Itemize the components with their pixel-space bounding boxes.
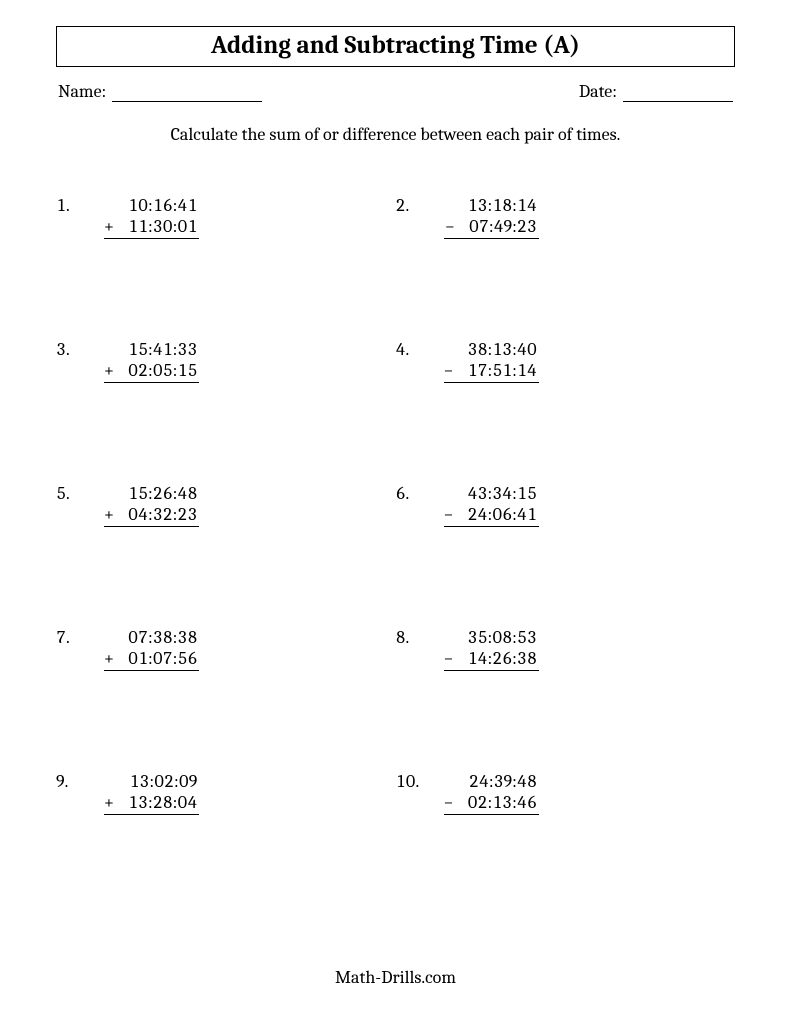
- footer-text: Math-Drills.com: [0, 967, 791, 988]
- problem-number: 3.: [56, 339, 104, 360]
- problem-number: 5.: [56, 483, 104, 504]
- worksheet-page: Adding and Subtracting Time (A) Name: Da…: [0, 0, 791, 1024]
- problem: 10. 24:39:48 −02:13:46: [396, 771, 736, 815]
- operand-b: 01:07:56: [128, 648, 197, 669]
- problem: 5. 15:26:48 +04:32:23: [56, 483, 396, 527]
- operator: −: [445, 216, 469, 237]
- operand-a: 13:18:14: [444, 195, 539, 216]
- operand-b: 13:28:04: [128, 792, 197, 813]
- date-blank-line: [623, 82, 733, 102]
- problem: 3. 15:41:33 +02:05:15: [56, 339, 396, 383]
- operator: −: [444, 648, 468, 669]
- problem-number: 1.: [56, 195, 104, 216]
- operand-a: 07:38:38: [104, 627, 199, 648]
- problem: 1. 10:16:41 +11:30:01: [56, 195, 396, 239]
- operand-b-row: +04:32:23: [104, 504, 199, 527]
- operator: −: [444, 360, 468, 381]
- problem: 7. 07:38:38 +01:07:56: [56, 627, 396, 671]
- problem-number: 7.: [56, 627, 104, 648]
- problem-stack: 38:13:40 −17:51:14: [444, 339, 539, 383]
- problem-stack: 15:26:48 +04:32:23: [104, 483, 199, 527]
- problem-stack: 07:38:38 +01:07:56: [104, 627, 199, 671]
- name-blank-line: [112, 82, 262, 102]
- operand-b-row: +11:30:01: [104, 216, 199, 239]
- problem: 9. 13:02:09 +13:28:04: [56, 771, 396, 815]
- operand-b: 24:06:41: [468, 504, 537, 525]
- problem-stack: 10:16:41 +11:30:01: [104, 195, 199, 239]
- operand-a: 10:16:41: [104, 195, 199, 216]
- operator: +: [104, 504, 128, 525]
- instructions-text: Calculate the sum of or difference betwe…: [56, 124, 735, 145]
- problem: 4. 38:13:40 −17:51:14: [396, 339, 736, 383]
- problem: 2. 13:18:14 −07:49:23: [396, 195, 736, 239]
- problems-grid: 1. 10:16:41 +11:30:01 2. 13:18:14 −07:49…: [56, 195, 735, 815]
- operand-a: 43:34:15: [444, 483, 539, 504]
- problem-number: 4.: [396, 339, 444, 360]
- problem-stack: 13:02:09 +13:28:04: [104, 771, 199, 815]
- operator: −: [444, 792, 468, 813]
- operand-b: 02:05:15: [128, 360, 197, 381]
- operand-b-row: +01:07:56: [104, 648, 199, 671]
- operand-a: 13:02:09: [104, 771, 199, 792]
- operand-b-row: −07:49:23: [444, 216, 539, 239]
- problem-stack: 43:34:15 −24:06:41: [444, 483, 539, 527]
- operand-b: 07:49:23: [469, 216, 537, 237]
- title-box: Adding and Subtracting Time (A): [56, 26, 735, 67]
- operator: +: [104, 216, 128, 237]
- problem: 6. 43:34:15 −24:06:41: [396, 483, 736, 527]
- name-label: Name:: [58, 81, 112, 102]
- problem-stack: 35:08:53 −14:26:38: [444, 627, 539, 671]
- operator: +: [104, 792, 128, 813]
- operand-a: 15:26:48: [104, 483, 199, 504]
- operand-b: 04:32:23: [128, 504, 197, 525]
- operand-b-row: +13:28:04: [104, 792, 199, 815]
- meta-row: Name: Date:: [56, 81, 735, 102]
- operand-b-row: +02:05:15: [104, 360, 199, 383]
- problem-number: 10.: [396, 771, 444, 792]
- problem-number: 9.: [56, 771, 104, 792]
- operator: −: [444, 504, 468, 525]
- operand-b-row: −24:06:41: [444, 504, 539, 527]
- date-label: Date:: [579, 81, 623, 102]
- operand-b: 17:51:14: [468, 360, 537, 381]
- date-field: Date:: [579, 81, 733, 102]
- operand-a: 38:13:40: [444, 339, 539, 360]
- problem-number: 6.: [396, 483, 444, 504]
- operand-a: 24:39:48: [444, 771, 539, 792]
- problem-stack: 24:39:48 −02:13:46: [444, 771, 539, 815]
- operand-b-row: −17:51:14: [444, 360, 539, 383]
- problem: 8. 35:08:53 −14:26:38: [396, 627, 736, 671]
- worksheet-title: Adding and Subtracting Time (A): [211, 31, 580, 60]
- operator: +: [104, 360, 128, 381]
- problem-stack: 15:41:33 +02:05:15: [104, 339, 199, 383]
- operand-a: 35:08:53: [444, 627, 539, 648]
- problem-number: 2.: [396, 195, 444, 216]
- operand-b: 14:26:38: [468, 648, 537, 669]
- problem-number: 8.: [396, 627, 444, 648]
- problem-stack: 13:18:14 −07:49:23: [444, 195, 539, 239]
- name-field: Name:: [58, 81, 262, 102]
- operand-b: 11:30:01: [128, 216, 197, 237]
- operand-a: 15:41:33: [104, 339, 199, 360]
- operand-b-row: −02:13:46: [444, 792, 539, 815]
- operand-b-row: −14:26:38: [444, 648, 539, 671]
- operator: +: [104, 648, 128, 669]
- operand-b: 02:13:46: [468, 792, 537, 813]
